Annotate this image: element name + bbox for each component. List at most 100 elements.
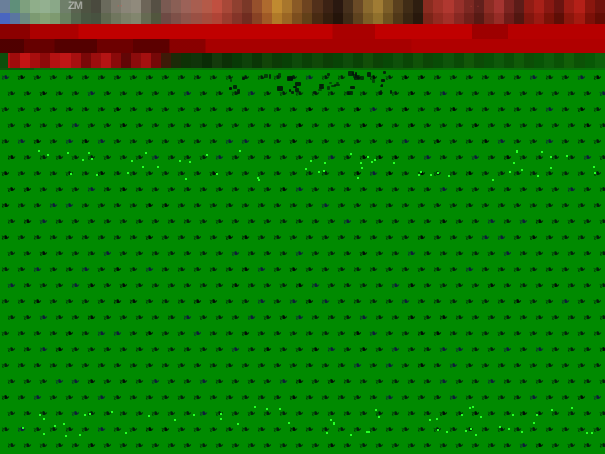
glyph-mark: ❧ (223, 294, 236, 309)
glyph-mark: ❧ (111, 198, 124, 213)
glyph-mark: ❧ (79, 70, 92, 85)
noise-block (131, 0, 142, 13)
sparkle-speck (157, 166, 159, 168)
glyph-mark: ❧ (437, 277, 450, 294)
glyph-mark: ❧ (351, 294, 364, 309)
sparkle-speck (509, 171, 511, 173)
glyph-mark: ❧ (255, 165, 268, 182)
sparkle-speck (63, 423, 65, 425)
glyph-row: ❧❧❧❧❧❧❧❧❧❧❧❧❧❧❧❧❧❧❧❧❧❧❧❧❧❧❧❧❧❧❧❧❧❧❧❧❧❧ (0, 294, 605, 310)
sparkle-speck (145, 152, 147, 154)
glyph-mark: ❧ (21, 438, 34, 453)
noise-block (0, 13, 11, 26)
glyph-mark: ❧ (79, 357, 92, 374)
sparkle-speck (125, 432, 127, 434)
noise-block (120, 0, 132, 13)
glyph-mark: ❧ (399, 294, 412, 309)
glyph-mark: ❧ (95, 422, 108, 437)
glyph-mark: ❧ (165, 118, 178, 133)
glyph-mark: ❧ (159, 262, 172, 277)
glyph-mark: ❧ (229, 246, 242, 261)
transition-block (251, 53, 263, 68)
glyph-mark: ❧ (527, 229, 540, 246)
glyph-row: ❧❧❧❧❧❧❧❧❧❧❧❧❧❧❧❧❧❧❧❧❧❧❧❧❧❧❧❧❧❧❧❧❧❧❧❧❧❧ (0, 342, 605, 358)
glyph-mark: ❧ (213, 374, 226, 389)
glyph-mark: ❧ (271, 198, 284, 213)
glyph-mark: ❧ (31, 198, 44, 213)
transition-block (524, 53, 535, 68)
glyph-mark: ❧ (213, 342, 226, 357)
glyph-mark: ❧ (117, 277, 130, 294)
glyph-mark: ❧ (415, 294, 428, 309)
glyph-mark: ❧ (383, 198, 396, 213)
sparkle-speck (361, 167, 363, 169)
transition-block (483, 53, 494, 68)
noise-block (362, 13, 373, 26)
glyph-mark: ❧ (37, 213, 50, 230)
glyph-mark: ❧ (447, 133, 460, 150)
sparkle-speck (371, 161, 373, 163)
glyph-mark: ❧ (79, 102, 92, 117)
sparkle-speck (430, 174, 432, 176)
glyph-mark: ❧ (527, 166, 540, 181)
glyph-mark: ❧ (255, 198, 268, 213)
glyph-mark: ❧ (335, 422, 348, 437)
glyph-mark: ❧ (501, 278, 514, 293)
glyph-mark: ❧ (191, 262, 204, 277)
glyph-mark: ❧ (373, 278, 386, 293)
corruption-blob (336, 82, 339, 84)
glyph-mark: ❧ (63, 230, 76, 245)
corruption-blob (334, 84, 340, 86)
glyph-mark: ❧ (303, 102, 316, 118)
glyph-mark: ❧ (95, 134, 108, 149)
corruption-blob (367, 72, 371, 77)
glyph-mark: ❧ (367, 198, 380, 213)
noise-block (70, 0, 81, 13)
sparkle-speck (537, 175, 539, 177)
transition-block (584, 53, 595, 68)
sparkle-speck (39, 414, 41, 416)
transition-block (312, 53, 323, 68)
glyph-mark: ❧ (0, 262, 12, 277)
glyph-row: ❧❧❧❧❧❧❧❧❧❧❧❧❧❧❧❧❧❧❧❧❧❧❧❧❧❧❧❧❧❧❧❧❧❧❧❧❧❧ (0, 262, 605, 278)
noise-block (40, 0, 51, 13)
sparkle-speck (237, 423, 239, 425)
sparkle-speck (360, 162, 362, 164)
glyph-mark: ❧ (399, 102, 412, 118)
glyph-mark: ❧ (287, 198, 300, 213)
red-green-transition-band (0, 53, 605, 68)
glyph-mark: ❧ (463, 294, 476, 310)
glyph-mark: ❧ (165, 342, 178, 357)
noise-block (493, 13, 504, 26)
glyph-mark: ❧ (559, 357, 572, 374)
glyph-row: ❧❧❧❧❧❧❧❧❧❧❧❧❧❧❧❧❧❧❧❧❧❧❧❧❧❧❧❧❧❧❧❧❧❧❧❧❧❧ (0, 326, 605, 342)
glyph-mark: ❧ (111, 70, 124, 85)
corruption-blob (230, 79, 232, 82)
corruption-blob (329, 82, 332, 84)
sparkle-speck (465, 430, 467, 432)
sparkle-speck (594, 172, 596, 174)
glyph-mark: ❧ (207, 421, 220, 438)
noise-block (433, 13, 444, 26)
glyph-mark: ❧ (127, 134, 140, 149)
transition-block (493, 53, 504, 68)
glyph-mark: ❧ (127, 326, 140, 342)
glyph-mark: ❧ (293, 405, 306, 422)
glyph-mark: ❧ (85, 213, 98, 230)
glyph-mark: ❧ (463, 102, 476, 117)
noise-block (473, 0, 484, 13)
glyph-mark: ❧ (197, 438, 210, 453)
noise-block (332, 13, 343, 26)
glyph-mark: ❧ (79, 166, 92, 181)
glyph-mark: ❧ (463, 134, 476, 149)
glyph-mark: ❧ (351, 326, 364, 341)
glyph-mark: ❧ (213, 246, 226, 262)
glyph-mark: ❧ (31, 390, 44, 405)
sparkle-speck (324, 162, 326, 164)
glyph-mark: ❧ (511, 326, 524, 341)
glyph-mark: ❧ (287, 390, 300, 405)
glyph-mark: ❧ (31, 101, 44, 118)
dark-red-band-mottle (0, 39, 605, 53)
glyph-mark: ❧ (15, 166, 28, 182)
glyph-mark: ❧ (501, 438, 514, 453)
